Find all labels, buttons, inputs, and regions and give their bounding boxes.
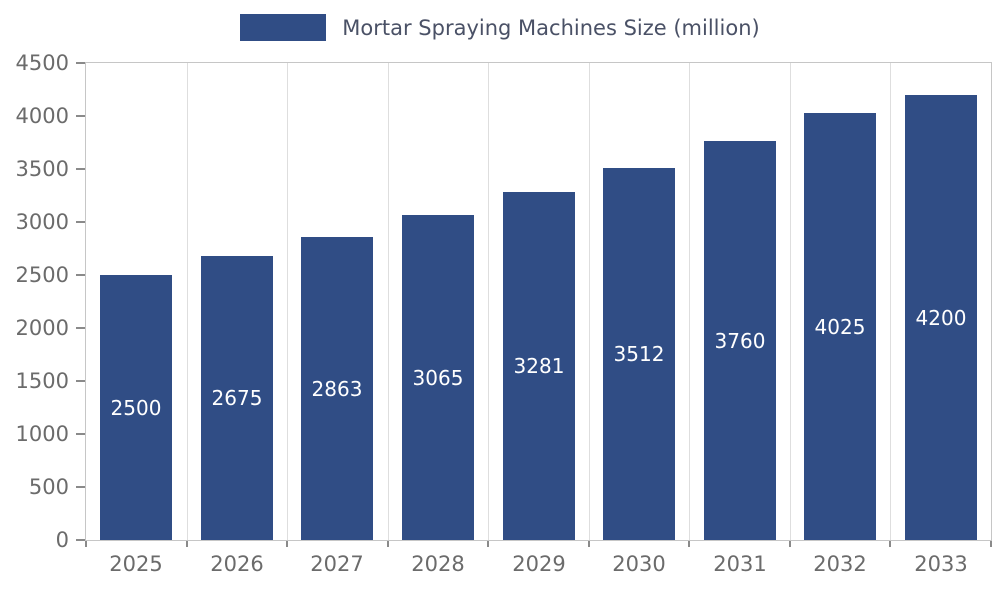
x-axis-tick-label: 2028	[411, 552, 465, 576]
y-axis-tick-label: 3000	[15, 210, 69, 234]
x-axis-tick-label: 2026	[210, 552, 264, 576]
y-axis-tick-label: 1500	[15, 369, 69, 393]
plot-area: 0 500 1000 1500 2000 2500 3000 3500 4000 4500 2500…	[16, 51, 992, 576]
x-axis-tick	[487, 541, 489, 547]
bar-2031	[704, 141, 776, 540]
gridline-vertical	[187, 63, 188, 540]
y-axis-tick-label: 4500	[15, 51, 69, 75]
bar-value-label: 3281	[513, 354, 565, 378]
legend-swatch	[240, 14, 327, 41]
x-axis-tick	[990, 541, 992, 547]
x-axis-tick-label: 2029	[512, 552, 566, 576]
bar-value-label: 3512	[613, 342, 665, 366]
y-axis-tick	[76, 327, 85, 329]
bar-value-label: 2500	[110, 396, 162, 420]
y-axis-tick	[76, 168, 85, 170]
bar-value-label: 3760	[714, 329, 766, 353]
legend-label: Mortar Spraying Machines Size (million)	[342, 15, 760, 40]
x-axis-tick	[588, 541, 590, 547]
bar-2027	[301, 237, 373, 540]
y-axis-tick	[76, 486, 85, 488]
x-axis-tick	[387, 541, 389, 547]
x-axis-tick-label: 2031	[713, 552, 767, 576]
gridline-vertical	[890, 63, 891, 540]
x-axis-tick	[789, 541, 791, 547]
y-axis-tick	[76, 380, 85, 382]
bar-2030	[603, 168, 675, 540]
x-axis-tick	[186, 541, 188, 547]
bar-2032	[804, 113, 876, 540]
y-axis-tick	[76, 433, 85, 435]
bar-value-label: 2863	[311, 377, 363, 401]
y-axis-tick-label: 3500	[15, 157, 69, 181]
bar-2028	[402, 215, 474, 540]
bar-value-label: 4200	[915, 306, 967, 330]
x-axis-tick	[688, 541, 690, 547]
y-axis-tick-label: 0	[55, 528, 69, 552]
x-axis-tick-label: 2025	[109, 552, 163, 576]
x-axis-tick	[889, 541, 891, 547]
bar-value-label: 4025	[814, 315, 866, 339]
bar-2033	[905, 95, 977, 540]
y-axis-tick	[76, 62, 85, 64]
x-axis-tick-label: 2033	[914, 552, 968, 576]
x-axis-tick-label: 2027	[310, 552, 364, 576]
y-axis-tick-label: 4000	[15, 104, 69, 128]
bar-2026	[201, 256, 273, 540]
y-axis-tick	[76, 274, 85, 276]
gridline-vertical	[488, 63, 489, 540]
x-axis-tick-label: 2030	[612, 552, 666, 576]
x-axis-tick-label: 2032	[813, 552, 867, 576]
x-axis-tick	[286, 541, 288, 547]
gridline-vertical	[287, 63, 288, 540]
gridline-vertical	[790, 63, 791, 540]
bar-2025	[100, 275, 172, 540]
y-axis-tick	[76, 539, 85, 541]
y-axis-tick-label: 500	[28, 475, 69, 499]
gridline-vertical	[388, 63, 389, 540]
y-axis-tick-label: 2500	[15, 263, 69, 287]
y-axis-tick-label: 1000	[15, 422, 69, 446]
bar-value-label: 2675	[211, 386, 263, 410]
x-axis-tick	[85, 541, 87, 547]
bar-2029	[503, 192, 575, 540]
y-axis-tick	[76, 221, 85, 223]
gridline-vertical	[589, 63, 590, 540]
y-axis-tick	[76, 115, 85, 117]
y-axis-tick-label: 2000	[15, 316, 69, 340]
legend: Mortar Spraying Machines Size (million)	[0, 14, 1000, 41]
bar-value-label: 3065	[412, 366, 464, 390]
gridline-vertical	[689, 63, 690, 540]
